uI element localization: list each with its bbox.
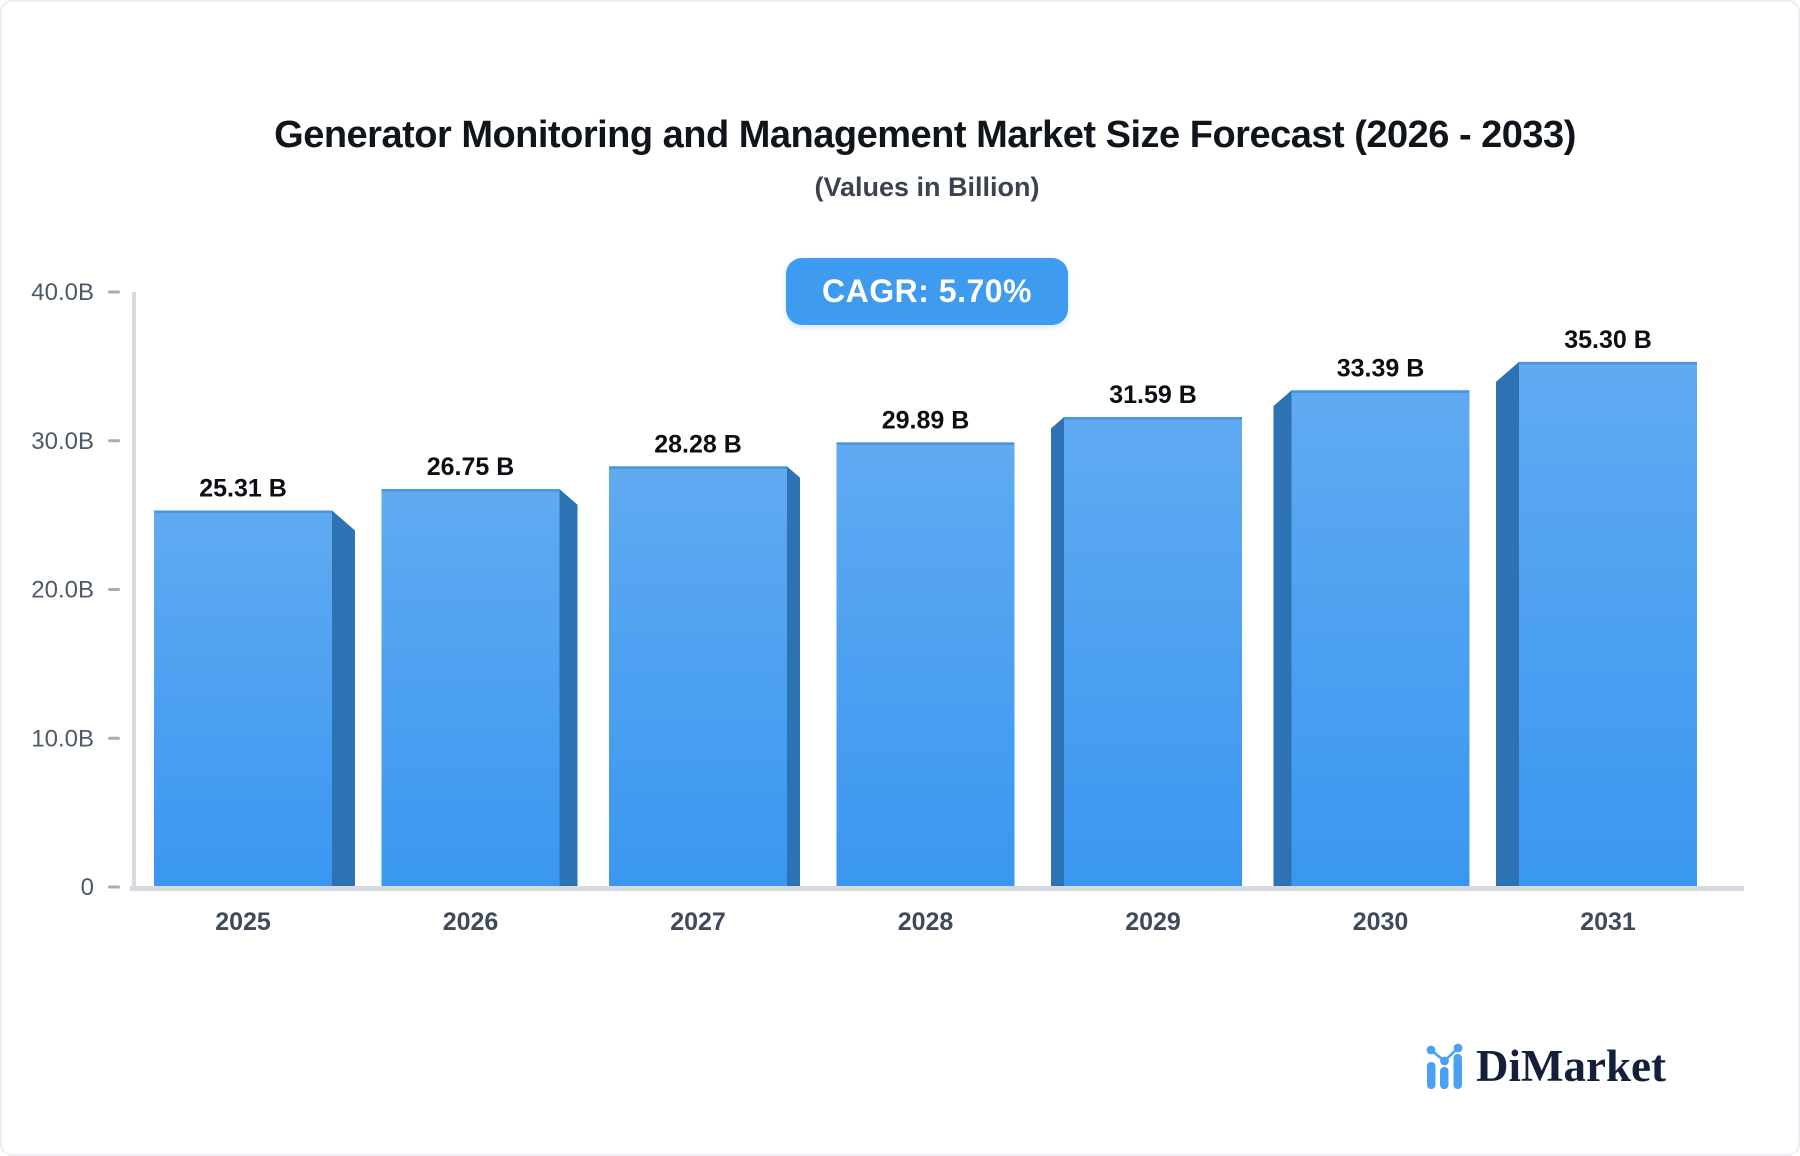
brand-logo: DiMarket: [1426, 1043, 1666, 1089]
x-axis-label: 2025: [215, 908, 271, 936]
bar-value-label: 26.75 B: [427, 453, 515, 481]
bar-2031[interactable]: [1519, 361, 1697, 887]
bar-value-label: 29.89 B: [882, 406, 970, 434]
bar-side-2027[interactable]: [787, 466, 800, 886]
y-axis-tick-label: 40.0B: [31, 279, 94, 306]
bar-value-label: 28.28 B: [654, 430, 742, 458]
x-axis-label: 2030: [1353, 908, 1409, 936]
bar-side-2030[interactable]: [1273, 390, 1292, 886]
bar-value-label: 25.31 B: [199, 475, 287, 503]
cagr-badge: CAGR: 5.70%: [786, 258, 1068, 325]
y-axis-tick-label: 20.0B: [31, 577, 94, 604]
y-axis-tick-label: 30.0B: [31, 428, 94, 455]
y-axis-tick: [108, 588, 120, 591]
bar-side-2031[interactable]: [1496, 361, 1519, 887]
bar-side-2029[interactable]: [1051, 417, 1064, 886]
bar-side-2026[interactable]: [559, 489, 578, 886]
bar-top-edge: [1291, 390, 1470, 393]
bar-2026[interactable]: [381, 489, 560, 886]
y-axis-tick-label: 0: [81, 874, 94, 901]
x-axis-label: 2029: [1125, 908, 1181, 936]
y-axis-tick: [108, 290, 120, 294]
y-axis-tick: [108, 736, 120, 740]
x-axis-label: 2026: [443, 908, 499, 936]
y-axis-tick: [108, 885, 120, 889]
x-axis-label: 2028: [898, 908, 954, 936]
y-axis-line: [132, 292, 136, 889]
brand-name: DiMarket: [1476, 1041, 1666, 1091]
bar-2029[interactable]: [1064, 417, 1242, 886]
y-axis-tick: [108, 439, 120, 443]
bar-value-label: 31.59 B: [1109, 381, 1197, 409]
x-axis-line: [130, 886, 1744, 891]
bar-top-edge: [609, 466, 787, 469]
bar-2025[interactable]: [154, 510, 332, 886]
bar-top-edge: [154, 510, 332, 514]
y-axis-tick-label: 10.0B: [31, 725, 94, 752]
cagr-badge-label: CAGR: 5.70%: [822, 273, 1032, 309]
bar-2028[interactable]: [836, 442, 1015, 886]
bar-top-edge: [1064, 417, 1242, 420]
x-axis-label: 2027: [670, 908, 726, 936]
bar-side-2025[interactable]: [332, 510, 355, 886]
bar-top-edge: [1519, 361, 1697, 365]
bar-2027[interactable]: [609, 466, 787, 886]
bar-value-label: 35.30 B: [1564, 326, 1652, 354]
x-axis-label: 2031: [1580, 908, 1636, 936]
bar-value-label: 33.39 B: [1337, 354, 1425, 382]
bar-top-edge: [381, 489, 560, 492]
bar-chart-trend-icon: [1426, 1043, 1463, 1089]
bar-2030[interactable]: [1291, 390, 1470, 886]
chart-subtitle: (Values in Billion): [814, 172, 1040, 202]
chart-title: Generator Monitoring and Management Mark…: [274, 114, 1576, 156]
bar-top-edge: [836, 442, 1015, 445]
